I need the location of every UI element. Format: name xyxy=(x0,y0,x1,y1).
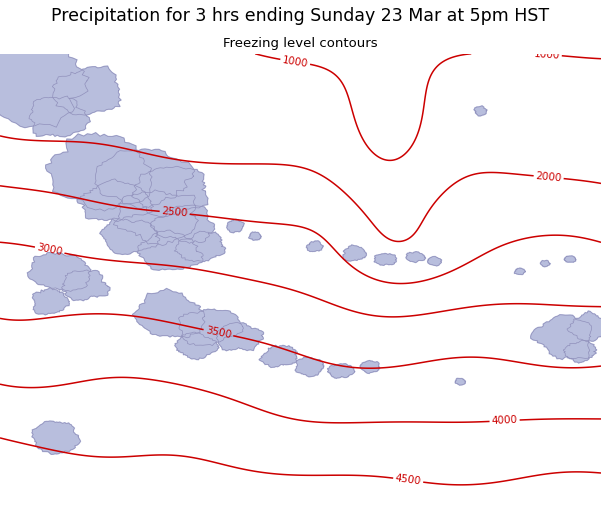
Polygon shape xyxy=(132,289,205,338)
Polygon shape xyxy=(427,257,442,266)
Polygon shape xyxy=(540,261,550,267)
Text: 4000: 4000 xyxy=(491,415,518,426)
Polygon shape xyxy=(474,106,487,116)
Polygon shape xyxy=(32,288,69,315)
Polygon shape xyxy=(137,230,203,270)
Polygon shape xyxy=(28,252,91,291)
Polygon shape xyxy=(0,38,89,127)
Polygon shape xyxy=(563,340,597,363)
Text: 1000: 1000 xyxy=(534,49,560,60)
Polygon shape xyxy=(564,256,576,262)
Polygon shape xyxy=(216,323,264,351)
Polygon shape xyxy=(328,364,355,378)
Polygon shape xyxy=(52,66,121,115)
Polygon shape xyxy=(531,315,591,359)
Polygon shape xyxy=(100,218,160,254)
Polygon shape xyxy=(295,357,324,377)
Text: 2500: 2500 xyxy=(161,206,188,219)
Polygon shape xyxy=(455,378,465,385)
Polygon shape xyxy=(175,332,219,359)
Text: Precipitation for 3 hrs ending Sunday 23 Mar at 5pm HST: Precipitation for 3 hrs ending Sunday 23… xyxy=(52,7,549,25)
Polygon shape xyxy=(406,252,426,263)
Polygon shape xyxy=(114,190,198,246)
Polygon shape xyxy=(178,309,243,346)
Text: 3500: 3500 xyxy=(204,325,232,340)
Text: 3000: 3000 xyxy=(36,243,64,258)
Polygon shape xyxy=(514,268,525,274)
Polygon shape xyxy=(259,346,297,368)
Polygon shape xyxy=(374,253,397,265)
Polygon shape xyxy=(249,232,261,240)
Polygon shape xyxy=(32,421,81,454)
Polygon shape xyxy=(95,149,195,209)
Text: 4500: 4500 xyxy=(394,474,422,487)
Polygon shape xyxy=(227,219,244,233)
Polygon shape xyxy=(150,205,215,243)
Polygon shape xyxy=(29,96,90,137)
Polygon shape xyxy=(62,270,110,301)
Polygon shape xyxy=(307,241,323,251)
Polygon shape xyxy=(174,231,225,262)
Text: Freezing level contours: Freezing level contours xyxy=(223,36,378,50)
Text: 1000: 1000 xyxy=(281,55,309,69)
Polygon shape xyxy=(77,179,153,222)
Text: 2000: 2000 xyxy=(535,171,562,183)
Polygon shape xyxy=(360,360,380,373)
Polygon shape xyxy=(343,245,367,261)
Polygon shape xyxy=(46,133,152,211)
Polygon shape xyxy=(132,166,208,217)
Polygon shape xyxy=(567,311,601,342)
